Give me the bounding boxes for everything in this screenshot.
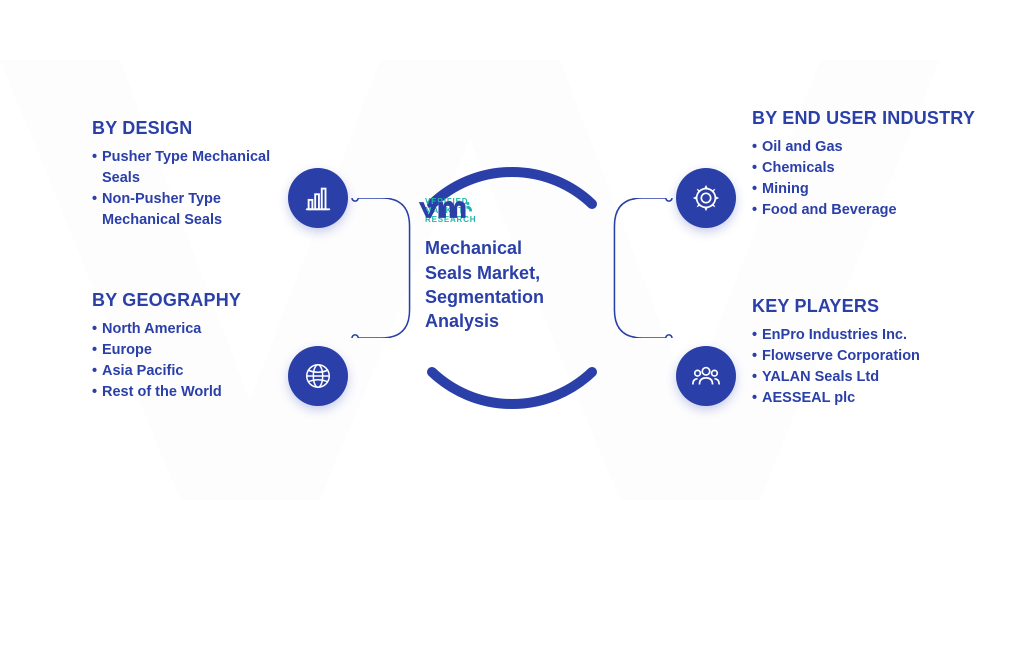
segment-list: EnPro Industries Inc.Flowserve Corporati… <box>752 325 992 409</box>
list-item: Rest of the World <box>92 382 272 403</box>
segment-heading: BY GEOGRAPHY <box>92 290 272 311</box>
bar-chart-icon <box>288 168 348 228</box>
list-item: North America <box>92 319 272 340</box>
connector-right <box>602 198 686 338</box>
list-item: Chemicals <box>752 158 982 179</box>
title-line: Seals Market, <box>425 261 607 285</box>
segment-list: North AmericaEuropeAsia PacificRest of t… <box>92 319 272 403</box>
people-icon <box>676 346 736 406</box>
list-item: Mining <box>752 179 982 200</box>
gear-icon <box>676 168 736 228</box>
segment-by-design: BY DESIGN Pusher Type Mechanical SealsNo… <box>92 118 292 231</box>
segment-list: Oil and GasChemicalsMiningFood and Bever… <box>752 137 982 221</box>
list-item: Oil and Gas <box>752 137 982 158</box>
connector-left <box>338 198 422 338</box>
list-item: Europe <box>92 340 272 361</box>
list-item: Flowserve Corporation <box>752 346 992 367</box>
title-line: Mechanical <box>425 236 607 260</box>
title-line: Analysis <box>425 309 607 333</box>
segment-heading: BY DESIGN <box>92 118 292 139</box>
title-line: Segmentation <box>425 285 607 309</box>
brand-logo: VERIFIED MARKET RESEARCH <box>417 198 607 224</box>
segment-by-end-user: BY END USER INDUSTRY Oil and GasChemical… <box>752 108 982 221</box>
list-item: AESSEAL plc <box>752 388 992 409</box>
infographic-container: VERIFIED MARKET RESEARCH Mechanical Seal… <box>0 0 1024 576</box>
globe-icon <box>288 346 348 406</box>
list-item: Asia Pacific <box>92 361 272 382</box>
list-item: EnPro Industries Inc. <box>752 325 992 346</box>
segment-heading: BY END USER INDUSTRY <box>752 108 982 129</box>
segment-by-geography: BY GEOGRAPHY North AmericaEuropeAsia Pac… <box>92 290 272 403</box>
center-title: Mechanical Seals Market, Segmentation An… <box>417 236 607 333</box>
list-item: Food and Beverage <box>752 200 982 221</box>
segment-key-players: KEY PLAYERS EnPro Industries Inc.Flowser… <box>752 296 992 409</box>
list-item: Pusher Type Mechanical Seals <box>92 147 292 189</box>
list-item: Non-Pusher Type Mechanical Seals <box>92 189 292 231</box>
segment-list: Pusher Type Mechanical SealsNon-Pusher T… <box>92 147 292 231</box>
segment-heading: KEY PLAYERS <box>752 296 992 317</box>
list-item: YALAN Seals Ltd <box>752 367 992 388</box>
